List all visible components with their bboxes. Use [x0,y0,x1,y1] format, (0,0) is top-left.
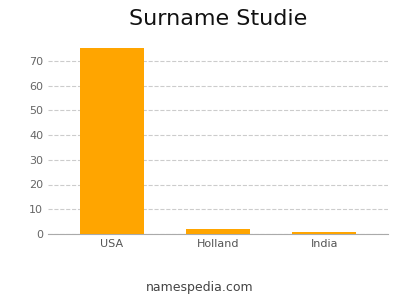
Bar [292,232,356,234]
Bar [186,229,250,234]
Title: Surname Studie: Surname Studie [129,9,307,29]
Text: namespedia.com: namespedia.com [146,281,254,294]
Bar [80,48,144,234]
